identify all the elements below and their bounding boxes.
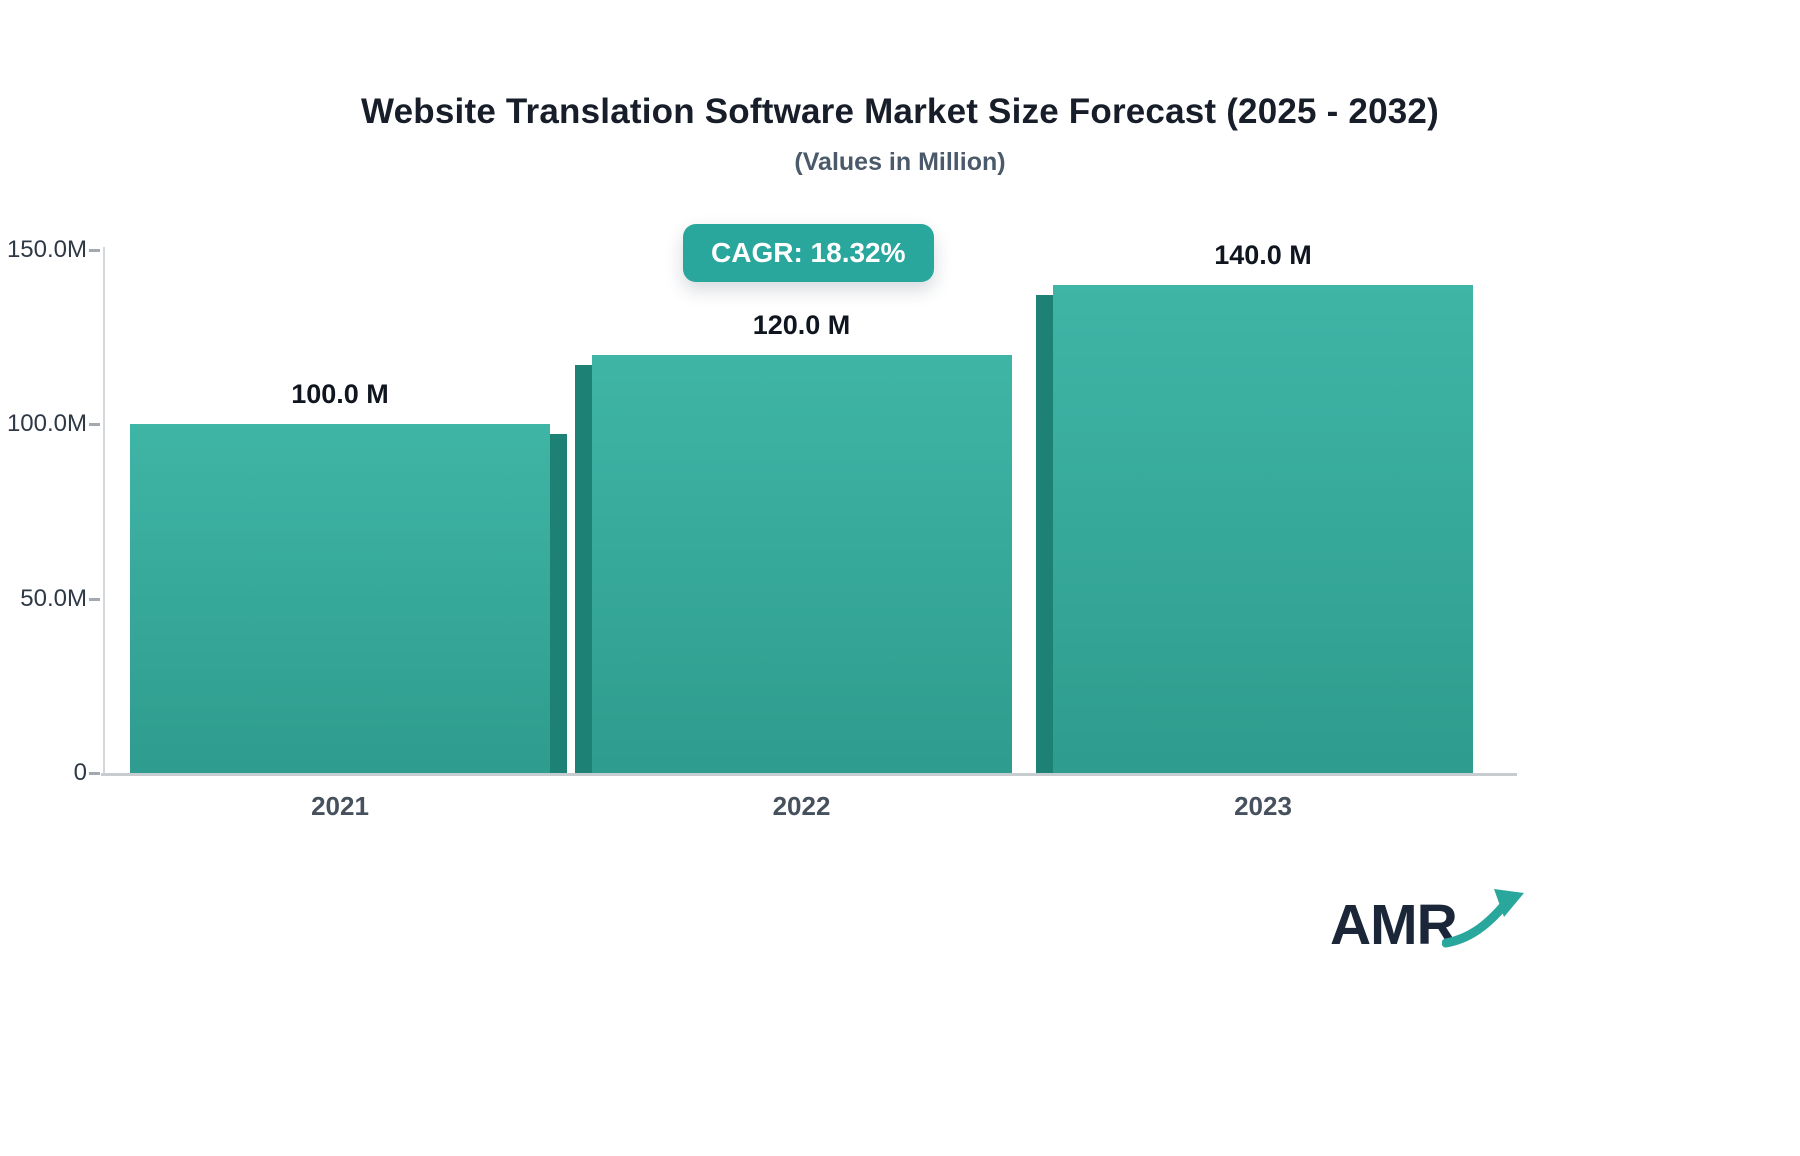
bar-side-shadow — [1036, 295, 1053, 773]
cagr-badge: CAGR: 18.32% — [683, 224, 934, 282]
y-tick-mark — [89, 772, 100, 775]
bar-group-2021: 100.0 M 2021 — [130, 250, 567, 821]
bars-area: 100.0 M 2021 120.0 M 2022 140.0 M 2023 — [103, 240, 1513, 821]
amr-logo-text: AMR — [1330, 893, 1458, 957]
bar-group-2023: 140.0 M 2023 — [1036, 240, 1473, 821]
x-axis-label: 2021 — [311, 791, 369, 821]
bar-value-label: 100.0 M — [291, 379, 389, 409]
chart-title: Website Translation Software Market Size… — [361, 92, 1439, 131]
bar-side-shadow — [550, 434, 567, 773]
x-axis-label: 2023 — [1234, 791, 1292, 821]
y-tick-label: 0 — [73, 759, 87, 786]
y-axis-line — [103, 247, 105, 773]
amr-logo: AMR — [1330, 889, 1560, 965]
bar-value-label: 120.0 M — [752, 310, 851, 340]
y-tick-label: 150.0M — [6, 236, 87, 263]
y-tick-mark — [89, 597, 100, 601]
bar — [1036, 285, 1473, 773]
y-tick-mark — [89, 423, 100, 427]
y-tick-label: 100.0M — [6, 410, 87, 438]
chart-subtitle: (Values in Million) — [794, 148, 1006, 176]
bar-value-label: 140.0 M — [1214, 240, 1312, 270]
bar — [130, 424, 567, 773]
bar — [574, 355, 1012, 773]
bar-side-shadow — [574, 365, 592, 773]
x-axis-line — [101, 773, 1517, 776]
bar-chart: 150.0M 100.0M 50.0M 0 100.0 M 2021 120.0 M 202… — [7, 236, 1517, 821]
bar-group-2022: 120.0 M 2022 — [574, 250, 1012, 821]
x-axis-label: 2022 — [772, 791, 831, 821]
y-tick-mark — [89, 249, 100, 252]
y-tick-label: 50.0M — [20, 584, 87, 612]
